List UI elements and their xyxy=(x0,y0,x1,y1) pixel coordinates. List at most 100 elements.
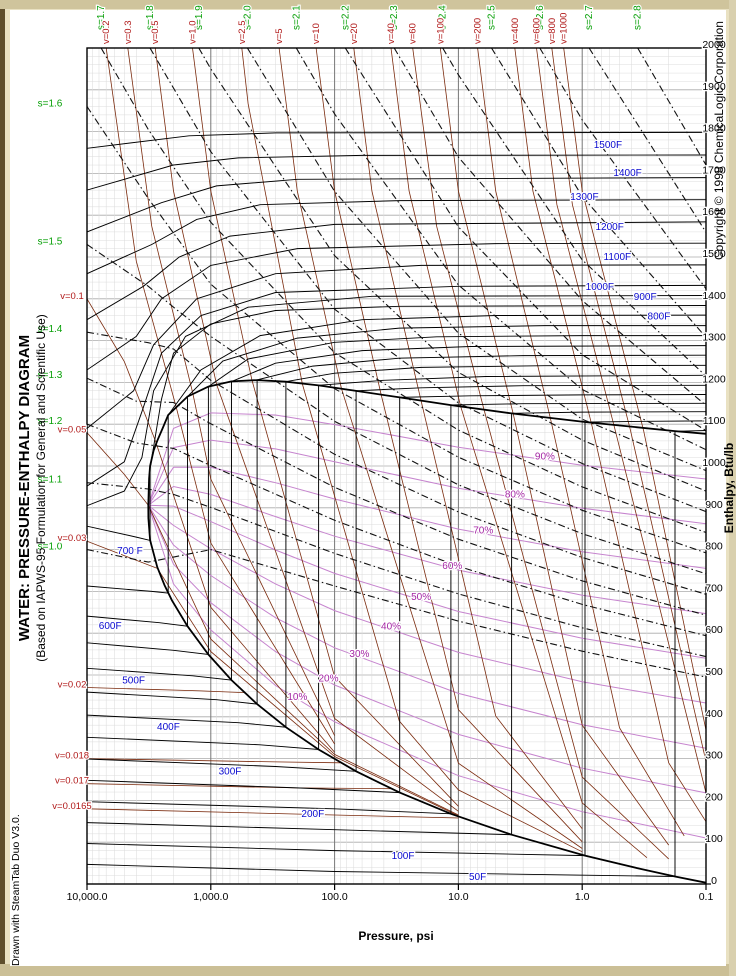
enthalpy-tick-label: 200 xyxy=(705,791,723,803)
quality-label: 90% xyxy=(535,452,555,463)
enthalpy-tick-label: 1100 xyxy=(703,415,726,427)
enthalpy-tick-label: 500 xyxy=(705,666,723,678)
temperature-label: 400F xyxy=(157,722,180,733)
volume-label: v=20 xyxy=(349,23,360,44)
enthalpy-tick-label: 0 xyxy=(711,875,717,887)
credit-note: Drawn with SteamTab Duo V3.0. xyxy=(10,814,22,966)
enthalpy-tick-label: 400 xyxy=(705,708,723,720)
y-axis-title: Pressure, psi xyxy=(358,929,433,943)
enthalpy-tick-label: 1600 xyxy=(702,206,726,218)
page-edge-top xyxy=(0,0,736,9)
saturation-dome xyxy=(147,379,706,884)
volume-label: v=60 xyxy=(408,23,419,44)
temperature-label: 300F xyxy=(219,766,242,777)
volume-label: v=0.5 xyxy=(150,20,161,44)
temperature-label: 500F xyxy=(122,675,145,686)
isentrope-curves xyxy=(87,48,706,678)
quality-label: 80% xyxy=(505,489,525,500)
volume-label: v=0.017 xyxy=(55,776,89,787)
quality-label: 10% xyxy=(287,692,307,703)
entropy-label: s=2.6 xyxy=(535,5,546,30)
temperature-label: 800F xyxy=(648,312,671,323)
enthalpy-tick-label: 600 xyxy=(705,624,723,636)
volume-label: v=0.3 xyxy=(123,20,134,44)
entropy-label: s=2.8 xyxy=(633,5,644,30)
page-edge-right xyxy=(729,0,736,976)
entropy-label: s=2.1 xyxy=(291,5,302,30)
page-edge-left xyxy=(0,0,5,976)
volume-label: v=100 xyxy=(435,18,446,44)
quality-label: 30% xyxy=(349,649,369,660)
quality-label: 20% xyxy=(318,673,338,684)
temperature-label: 50F xyxy=(469,872,486,883)
volume-label: v=800 xyxy=(547,18,558,44)
volume-label: v=0.018 xyxy=(55,751,89,762)
volume-label: v=0.05 xyxy=(58,425,87,436)
volume-label: v=0.2 xyxy=(101,20,112,44)
temperature-label: 1400F xyxy=(613,168,641,179)
quality-label: 70% xyxy=(473,526,493,537)
temperature-label: 1100F xyxy=(604,252,632,263)
temperature-label: 900F xyxy=(634,292,657,303)
enthalpy-tick-label: 1900 xyxy=(702,81,726,93)
entropy-label: s=2.0 xyxy=(242,5,253,30)
entropy-label: s=1.3 xyxy=(38,370,63,381)
volume-label: v=10 xyxy=(311,23,322,44)
enthalpy-tick-label: 1800 xyxy=(702,123,726,135)
enthalpy-tick-label: 1400 xyxy=(702,290,726,302)
volume-label: v=1000 xyxy=(559,13,570,44)
entropy-label: s=1.2 xyxy=(38,416,63,427)
entropy-label: s=2.7 xyxy=(584,5,595,30)
temperature-label: 1200F xyxy=(595,222,623,233)
pressure-tick-label: 100.0 xyxy=(321,891,347,903)
entropy-label: s=1.1 xyxy=(38,475,63,486)
temperature-label: 700 F xyxy=(117,546,143,557)
temperature-label: 1000F xyxy=(586,282,614,293)
volume-label: v=0.1 xyxy=(60,291,84,302)
page-edge-bottom xyxy=(0,964,736,976)
entropy-label: s=2.4 xyxy=(438,5,449,30)
volume-label: v=0.0165 xyxy=(52,801,91,812)
entropy-label: s=1.4 xyxy=(38,324,63,335)
volume-label: v=600 xyxy=(531,18,542,44)
pressure-tick-label: 10,000.0 xyxy=(67,891,108,903)
enthalpy-tick-label: 700 xyxy=(705,582,723,594)
enthalpy-tick-label: 2000 xyxy=(702,39,726,51)
paper xyxy=(10,10,726,966)
entropy-label: s=1.6 xyxy=(38,99,63,110)
entropy-label: s=1.8 xyxy=(145,5,156,30)
chart-subtitle: (Based on IAPWS-95 Formulation for Gener… xyxy=(34,314,48,662)
pressure-tick-label: 0.1 xyxy=(699,891,714,903)
pressure-tick-label: 10.0 xyxy=(448,891,469,903)
volume-label: v=5 xyxy=(274,28,285,44)
enthalpy-tick-label: 1000 xyxy=(702,457,726,469)
enthalpy-tick-label: 300 xyxy=(705,750,723,762)
x-axis-title: Enthalpy, Btu/lb xyxy=(722,442,736,534)
volume-label: v=40 xyxy=(386,23,397,44)
entropy-label: s=2.2 xyxy=(340,5,351,30)
axis-ticks: 10,000.0 1,000.0 100.0 10.0 1.0 0.1 0 100 200 300… xyxy=(65,38,727,904)
pressure-tick-label: 1.0 xyxy=(575,891,590,903)
enthalpy-tick-label: 1300 xyxy=(702,332,726,344)
enthalpy-tick-label: 1700 xyxy=(702,164,726,176)
entropy-label: s=1.7 xyxy=(96,5,107,30)
entropy-label: s=2.3 xyxy=(389,5,400,30)
entropy-label: s=2.5 xyxy=(487,5,498,30)
quality-label: 50% xyxy=(411,592,431,603)
entropy-label: s=1.9 xyxy=(194,5,205,30)
pressure-tick-label: 1,000.0 xyxy=(193,891,228,903)
volume-label: v=2.5 xyxy=(237,20,248,44)
entropy-label: s=1.0 xyxy=(38,542,63,553)
enthalpy-tick-label: 800 xyxy=(705,541,723,553)
temperature-label: 100F xyxy=(392,851,415,862)
temperature-label: 1300F xyxy=(570,192,598,203)
temperature-label: 600F xyxy=(99,621,122,632)
quality-label: 60% xyxy=(442,561,462,572)
volume-label: v=0.02 xyxy=(58,680,87,691)
enthalpy-tick-label: 1200 xyxy=(702,373,726,385)
enthalpy-tick-label: 100 xyxy=(705,833,723,845)
entropy-label: s=1.5 xyxy=(38,236,63,247)
